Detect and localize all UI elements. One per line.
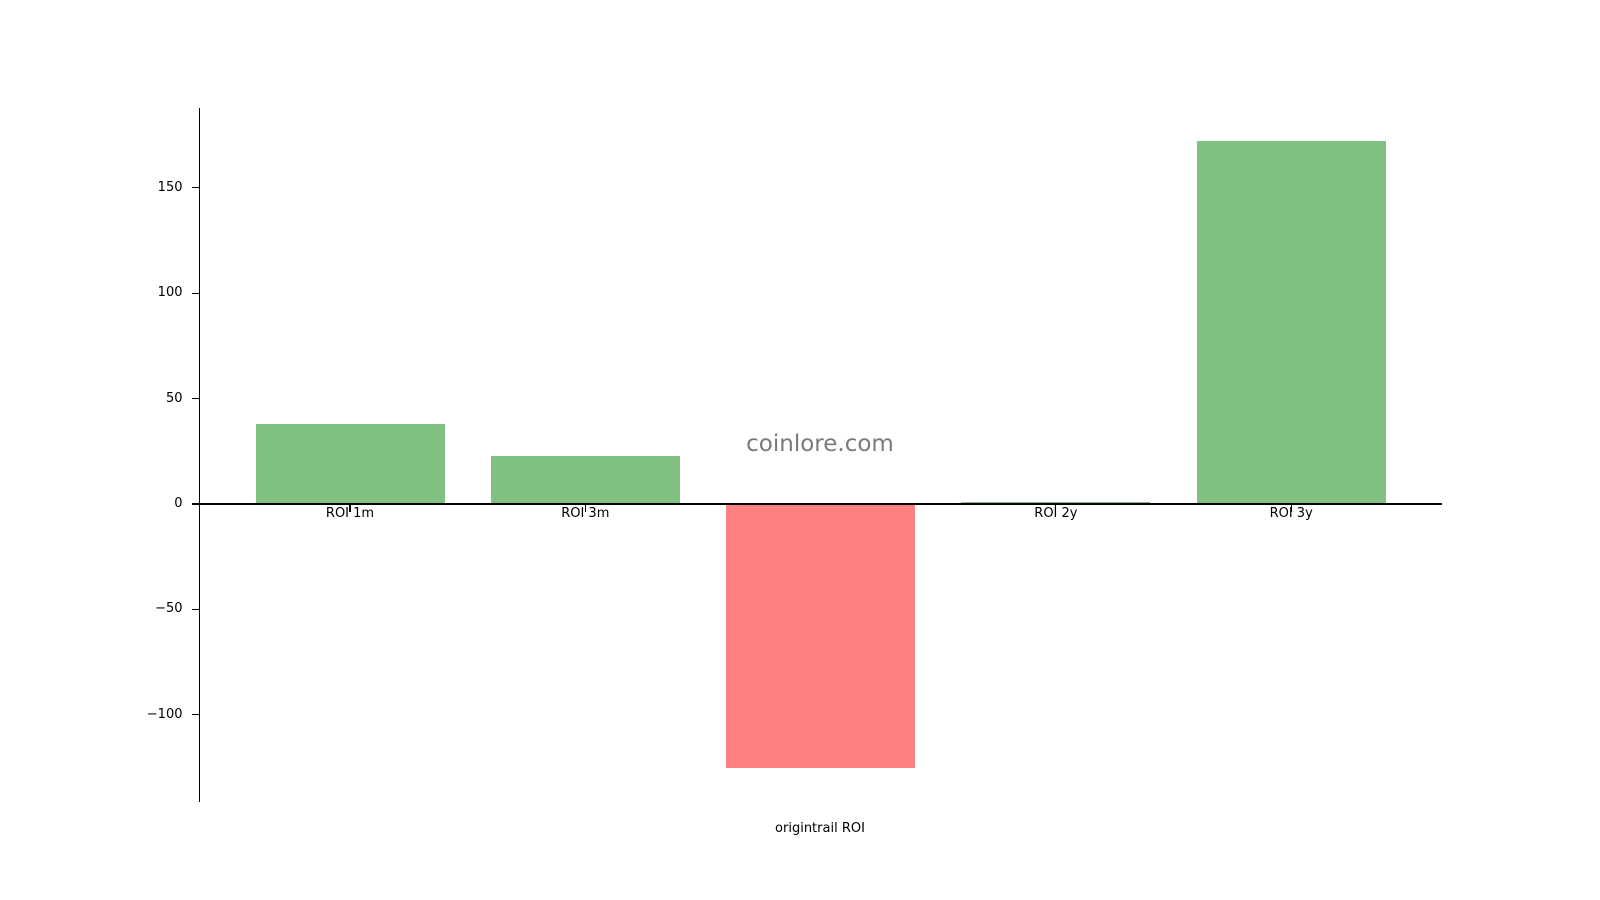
x-tick-label: ROI 3y: [1269, 506, 1313, 521]
bar: [490, 455, 680, 504]
y-tick-label: 0: [174, 496, 183, 511]
y-tick-label: 150: [157, 179, 183, 195]
bar: [255, 423, 445, 504]
x-tick-label: ROI 3m: [561, 506, 610, 521]
bar: [961, 501, 1151, 504]
x-tick-mark: [1290, 504, 1292, 512]
y-tick-label: −100: [146, 706, 183, 722]
bar: [726, 504, 916, 768]
y-tick-mark: [191, 187, 199, 189]
y-tick-mark: [191, 608, 199, 610]
y-tick-mark: [191, 292, 199, 294]
y-axis-line: [198, 108, 201, 802]
x-tick-mark: [349, 504, 351, 512]
y-tick-mark: [191, 398, 199, 400]
x-axis-title: origintrail ROI: [775, 821, 865, 836]
x-axis-line: [198, 503, 1442, 505]
x-tick-label: ROI 1m: [325, 506, 375, 521]
bar: [1196, 141, 1386, 504]
x-tick-mark: [1055, 504, 1057, 512]
x-tick-mark: [584, 504, 586, 512]
y-tick-label: 50: [165, 390, 183, 406]
y-tick-label: 100: [157, 285, 183, 301]
y-tick-mark: [191, 714, 199, 716]
y-tick-mark: [191, 503, 199, 505]
y-tick-label: −50: [155, 601, 183, 617]
x-tick-label: ROI 2y: [1034, 506, 1078, 521]
watermark: coinlore.com: [746, 431, 894, 457]
